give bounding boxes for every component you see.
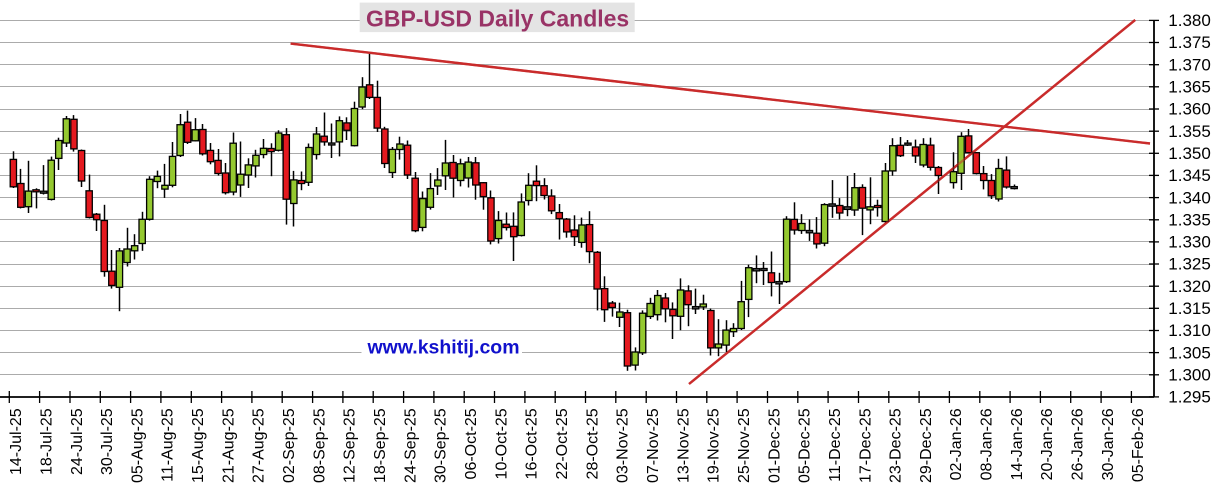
svg-text:20-Jan-26: 20-Jan-26 [1039,408,1056,480]
svg-text:25-Nov-25: 25-Nov-25 [736,408,753,483]
svg-text:22-Oct-25: 22-Oct-25 [554,408,571,479]
svg-text:29-Dec-25: 29-Dec-25 [918,408,935,483]
svg-text:1.325: 1.325 [1168,255,1211,274]
svg-text:1.330: 1.330 [1168,233,1211,252]
svg-text:03-Nov-25: 03-Nov-25 [615,408,632,483]
svg-text:1.295: 1.295 [1168,388,1211,407]
svg-text:18-Sep-25: 18-Sep-25 [372,408,389,483]
svg-text:30-Sep-25: 30-Sep-25 [433,408,450,483]
svg-text:1.305: 1.305 [1168,343,1211,362]
svg-text:30-Jan-26: 30-Jan-26 [1100,408,1117,480]
svg-text:24-Sep-25: 24-Sep-25 [402,408,419,483]
svg-text:12-Sep-25: 12-Sep-25 [342,408,359,483]
svg-text:14-Jan-26: 14-Jan-26 [1009,408,1026,480]
svg-text:GBP-USD Daily Candles: GBP-USD Daily Candles [366,6,629,32]
svg-text:08-Sep-25: 08-Sep-25 [311,408,328,483]
svg-text:26-Jan-26: 26-Jan-26 [1070,408,1087,480]
svg-text:1.355: 1.355 [1168,122,1211,141]
svg-text:05-Aug-25: 05-Aug-25 [129,408,146,483]
svg-text:1.320: 1.320 [1168,277,1211,296]
svg-text:1.310: 1.310 [1168,321,1211,340]
svg-text:1.365: 1.365 [1168,78,1211,97]
svg-text:28-Oct-25: 28-Oct-25 [584,408,601,479]
svg-text:02-Sep-25: 02-Sep-25 [281,408,298,483]
svg-text:1.350: 1.350 [1168,144,1211,163]
svg-text:1.380: 1.380 [1168,11,1211,30]
svg-text:1.315: 1.315 [1168,299,1211,318]
svg-text:30-Jul-25: 30-Jul-25 [99,408,116,475]
svg-text:17-Dec-25: 17-Dec-25 [857,408,874,483]
svg-text:18-Jul-25: 18-Jul-25 [38,408,55,475]
svg-text:1.340: 1.340 [1168,188,1211,207]
svg-text:14-Jul-25: 14-Jul-25 [8,408,25,475]
svg-text:13-Nov-25: 13-Nov-25 [675,408,692,483]
svg-text:15-Aug-25: 15-Aug-25 [190,408,207,483]
svg-text:07-Nov-25: 07-Nov-25 [645,408,662,483]
svg-text:21-Aug-25: 21-Aug-25 [220,408,237,483]
svg-text:27-Aug-25: 27-Aug-25 [251,408,268,483]
svg-text:01-Dec-25: 01-Dec-25 [766,408,783,483]
svg-text:1.335: 1.335 [1168,210,1211,229]
svg-text:1.300: 1.300 [1168,366,1211,385]
svg-text:02-Jan-26: 02-Jan-26 [948,408,965,480]
svg-text:08-Jan-26: 08-Jan-26 [979,408,996,480]
svg-text:05-Dec-25: 05-Dec-25 [797,408,814,483]
svg-text:16-Oct-25: 16-Oct-25 [524,408,541,479]
svg-text:05-Feb-26: 05-Feb-26 [1130,408,1147,482]
svg-text:06-Oct-25: 06-Oct-25 [463,408,480,479]
svg-text:1.370: 1.370 [1168,55,1211,74]
svg-text:24-Jul-25: 24-Jul-25 [69,408,86,475]
svg-text:1.345: 1.345 [1168,166,1211,185]
svg-text:www.kshitij.com: www.kshitij.com [367,336,520,358]
svg-text:11-Dec-25: 11-Dec-25 [827,408,844,482]
svg-text:1.375: 1.375 [1168,33,1211,52]
svg-text:1.360: 1.360 [1168,100,1211,119]
svg-text:11-Aug-25: 11-Aug-25 [160,408,177,482]
svg-text:10-Oct-25: 10-Oct-25 [493,408,510,479]
svg-text:23-Dec-25: 23-Dec-25 [888,408,905,483]
svg-text:19-Nov-25: 19-Nov-25 [706,408,723,483]
